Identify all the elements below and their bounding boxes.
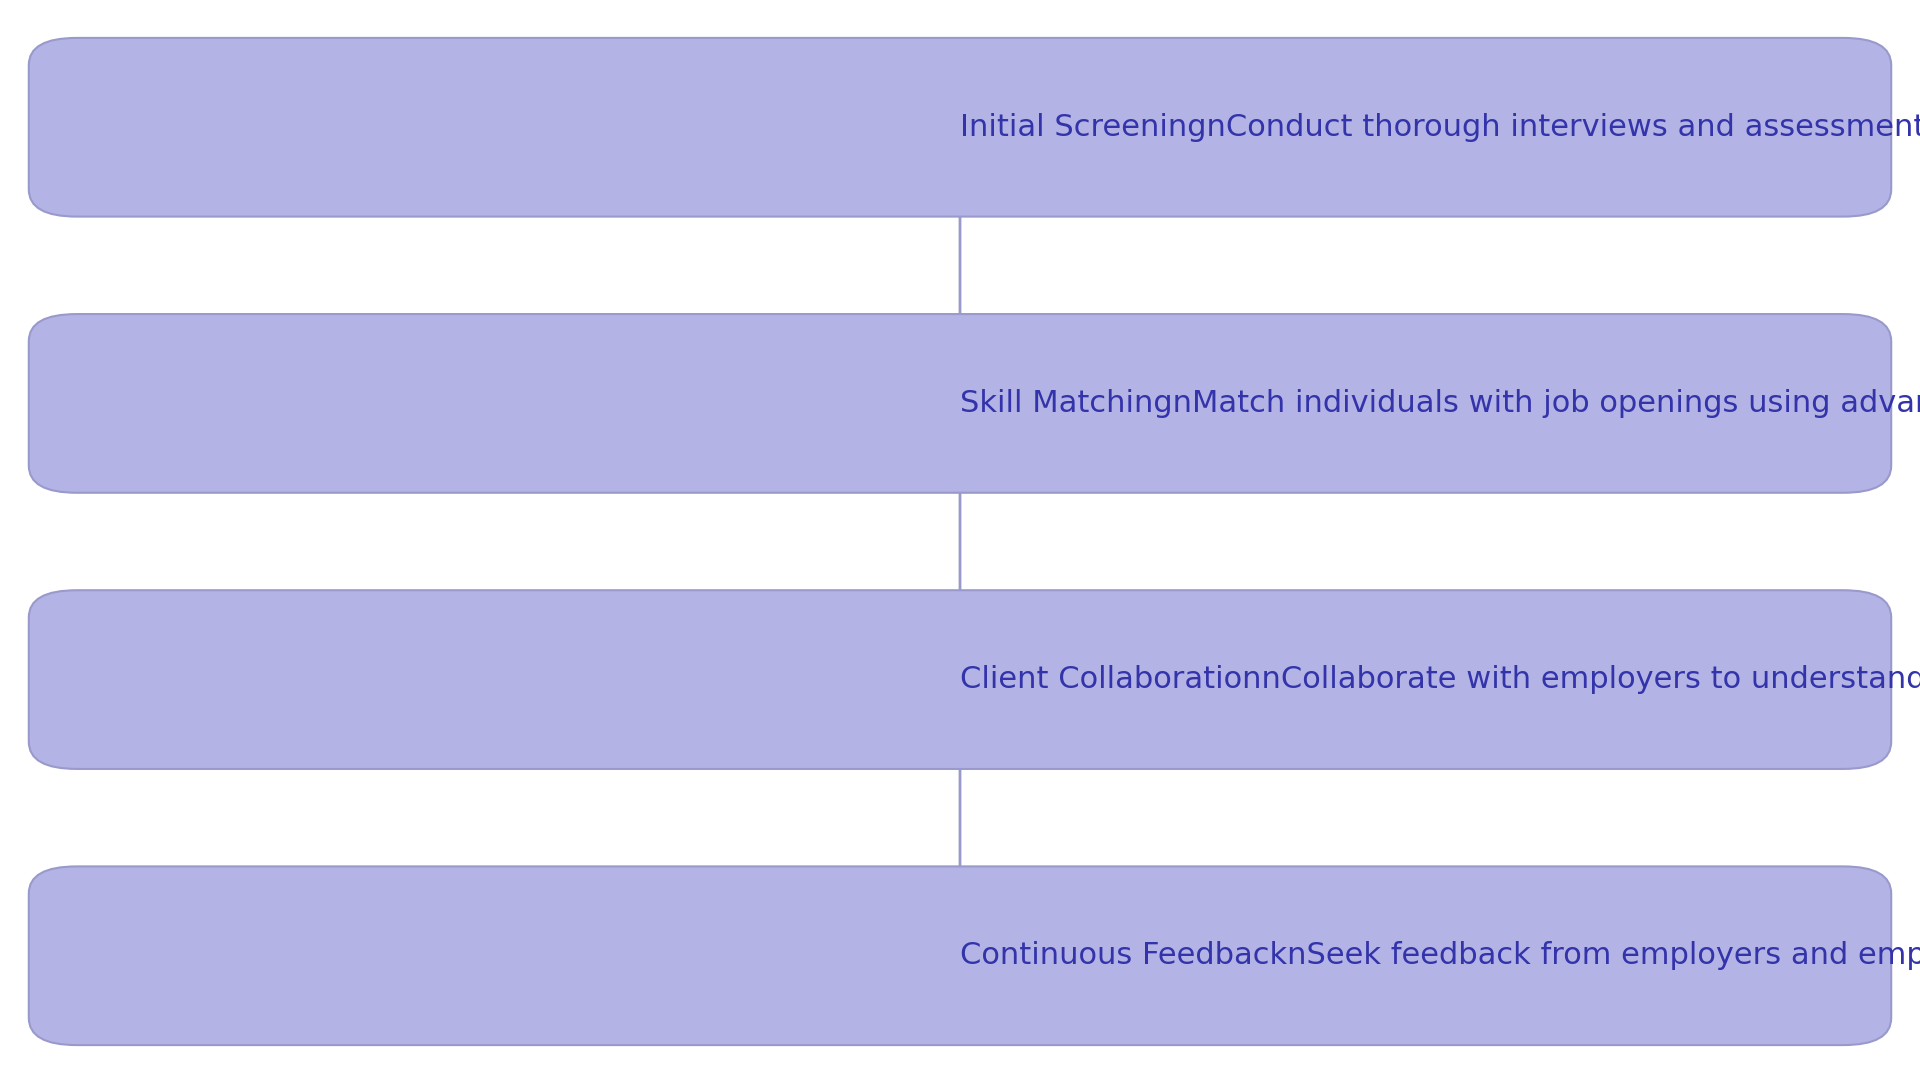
FancyBboxPatch shape [29, 38, 1891, 217]
Text: Skill MatchingnMatch individuals with job openings using advanced databases and : Skill MatchingnMatch individuals with jo… [960, 389, 1920, 418]
FancyBboxPatch shape [29, 866, 1891, 1045]
Text: Continuous FeedbacknSeek feedback from employers and employees to refine matchin: Continuous FeedbacknSeek feedback from e… [960, 941, 1920, 970]
Text: Initial ScreeningnConduct thorough interviews and assessments to evaluate skills: Initial ScreeningnConduct thorough inter… [960, 113, 1920, 142]
FancyBboxPatch shape [29, 590, 1891, 769]
Text: Client CollaborationnCollaborate with employers to understand company culture an: Client CollaborationnCollaborate with em… [960, 665, 1920, 694]
FancyBboxPatch shape [29, 314, 1891, 493]
